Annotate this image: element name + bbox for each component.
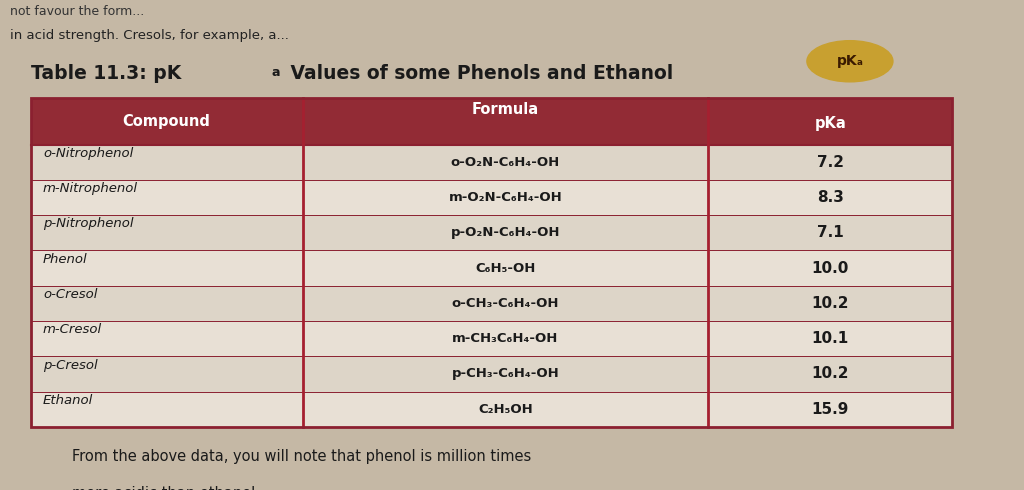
Text: 10.0: 10.0 xyxy=(812,261,849,275)
Circle shape xyxy=(807,41,893,82)
Text: a: a xyxy=(271,66,280,79)
Text: p-Nitrophenol: p-Nitrophenol xyxy=(43,218,133,230)
Text: From the above data, you will note that phenol is million times: From the above data, you will note that … xyxy=(72,449,530,464)
Bar xyxy=(31,250,952,286)
Bar xyxy=(31,392,952,427)
Text: o-O₂N-C₆H₄-OH: o-O₂N-C₆H₄-OH xyxy=(451,156,560,169)
Text: Values of some Phenols and Ethanol: Values of some Phenols and Ethanol xyxy=(284,64,673,83)
Bar xyxy=(31,145,952,180)
Text: Table 11.3: pK: Table 11.3: pK xyxy=(31,64,181,83)
Text: o-Cresol: o-Cresol xyxy=(43,288,97,301)
Bar xyxy=(31,321,952,356)
Text: 10.1: 10.1 xyxy=(812,331,849,346)
Text: Ethanol: Ethanol xyxy=(43,394,93,407)
Bar xyxy=(31,98,952,427)
Text: p-O₂N-C₆H₄-OH: p-O₂N-C₆H₄-OH xyxy=(451,226,560,239)
Text: Compound: Compound xyxy=(123,114,211,129)
Text: 7.2: 7.2 xyxy=(817,155,844,170)
Text: pKa: pKa xyxy=(814,116,846,131)
Text: in acid strength. Cresols, for example, a...: in acid strength. Cresols, for example, … xyxy=(10,29,289,43)
Bar xyxy=(31,180,952,215)
Text: Phenol: Phenol xyxy=(43,253,88,266)
Text: m-CH₃C₆H₄-OH: m-CH₃C₆H₄-OH xyxy=(453,332,558,345)
Text: 10.2: 10.2 xyxy=(811,367,849,381)
Text: 15.9: 15.9 xyxy=(812,402,849,416)
Bar xyxy=(31,286,952,321)
Text: o-Nitrophenol: o-Nitrophenol xyxy=(43,147,133,160)
Text: 7.1: 7.1 xyxy=(817,225,844,240)
Text: o-CH₃-C₆H₄-OH: o-CH₃-C₆H₄-OH xyxy=(452,297,559,310)
Bar xyxy=(31,356,952,392)
Text: m-Nitrophenol: m-Nitrophenol xyxy=(43,182,138,195)
Text: Formula: Formula xyxy=(472,102,539,117)
Text: 10.2: 10.2 xyxy=(811,296,849,311)
Bar xyxy=(31,215,952,250)
Text: p-CH₃-C₆H₄-OH: p-CH₃-C₆H₄-OH xyxy=(452,368,559,380)
Text: C₆H₅-OH: C₆H₅-OH xyxy=(475,262,536,274)
Text: more acidic than ethanol.: more acidic than ethanol. xyxy=(72,486,260,490)
Text: p-Cresol: p-Cresol xyxy=(43,359,97,371)
Text: pKₐ: pKₐ xyxy=(837,54,863,68)
Bar xyxy=(31,98,952,145)
Text: 8.3: 8.3 xyxy=(817,190,844,205)
Text: not favour the form...: not favour the form... xyxy=(10,5,144,18)
Text: m-Cresol: m-Cresol xyxy=(43,323,102,336)
Text: m-O₂N-C₆H₄-OH: m-O₂N-C₆H₄-OH xyxy=(449,191,562,204)
Bar xyxy=(31,98,952,427)
Text: C₂H₅OH: C₂H₅OH xyxy=(478,403,532,416)
